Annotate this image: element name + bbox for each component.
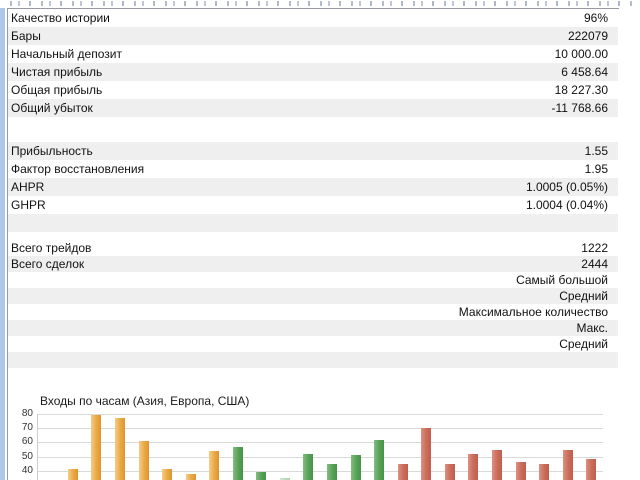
row-value: 6 458.64 xyxy=(561,65,608,79)
row-label: Общая прибыль xyxy=(11,83,103,97)
row-label: Всего трейдов xyxy=(11,241,92,255)
table-row[interactable]: Максимальное количество xyxy=(8,304,618,320)
row-label: Чистая прибыль xyxy=(11,65,103,79)
row-value: 1222 xyxy=(581,241,608,255)
chart-bar-hour-20 xyxy=(515,462,526,480)
table-row[interactable]: Общий убыток -11 768.66 xyxy=(8,99,618,117)
clipped-text-remnants xyxy=(10,1,638,6)
gridline-40 xyxy=(37,471,603,472)
y-tick-label: 50 xyxy=(21,451,33,462)
table-row[interactable]: Всего сделок 2444 xyxy=(8,256,618,272)
y-tick-label: 80 xyxy=(21,408,33,419)
row-label: Прибыльность xyxy=(11,144,93,158)
chart-bar-hour-7 xyxy=(209,450,220,480)
row-value: Макс. xyxy=(576,321,608,335)
chart-bar-hour-18 xyxy=(468,453,479,480)
row-value: Самый большой xyxy=(516,273,608,287)
table-row[interactable]: Общая прибыль 18 227.30 xyxy=(8,81,618,99)
gridline-80 xyxy=(37,414,603,415)
table-row[interactable]: GHPR 1.0004 (0.04%) xyxy=(8,196,618,214)
table-row[interactable]: Средний xyxy=(8,336,618,352)
chart-bar-hour-5 xyxy=(162,469,173,480)
gridline-50 xyxy=(37,457,603,458)
chart-bar-hour-14 xyxy=(374,439,385,480)
y-tick-label: 60 xyxy=(21,436,33,447)
row-value: Максимальное количество xyxy=(458,305,608,319)
row-label: Всего сделок xyxy=(11,257,85,271)
table-row[interactable]: Качество истории 96% xyxy=(8,9,618,27)
chart-bar-hour-8 xyxy=(232,446,243,480)
row-value: 2444 xyxy=(581,257,608,271)
section-summary: Качество истории 96% Бары 222079 Начальный д… xyxy=(8,9,618,117)
chart-bar-hour-22 xyxy=(562,449,573,480)
row-value: Средний xyxy=(559,289,608,303)
separator-row xyxy=(8,214,618,232)
chart-bar-hour-3 xyxy=(114,418,125,480)
row-label: AHPR xyxy=(11,180,45,194)
table-top-border xyxy=(7,8,619,9)
separator-row xyxy=(8,352,618,368)
chart-bar-hour-9 xyxy=(256,472,267,480)
chart-bar-hour-17 xyxy=(444,463,455,480)
row-value: 10 000.00 xyxy=(554,47,608,61)
table-row[interactable]: Макс. xyxy=(8,320,618,336)
table-row[interactable]: Всего трейдов 1222 xyxy=(8,240,618,256)
table-row[interactable]: Чистая прибыль 6 458.64 xyxy=(8,63,618,81)
chart-bar-hour-21 xyxy=(539,463,550,480)
chart-bar-hour-2 xyxy=(91,415,102,480)
row-value: 18 227.30 xyxy=(554,83,608,97)
row-value: -11 768.66 xyxy=(551,101,609,115)
row-label: Фактор восстановления xyxy=(11,162,145,176)
gridline-60 xyxy=(37,442,603,443)
table-left-border xyxy=(7,8,8,480)
table-row[interactable]: Начальный депозит 10 000.00 xyxy=(8,45,618,63)
chart-bar-hour-16 xyxy=(421,428,432,480)
chart-bar-hour-6 xyxy=(185,473,196,480)
section-ratios: Прибыльность 1.55 Фактор восстановления 1.9… xyxy=(8,142,618,214)
gridline-70 xyxy=(37,428,603,429)
table-row[interactable]: Самый большой xyxy=(8,272,618,288)
y-tick-label: 40 xyxy=(21,465,33,476)
table-row[interactable]: Фактор восстановления 1.95 xyxy=(8,160,618,178)
table-row[interactable]: Бары 222079 xyxy=(8,27,618,45)
row-value: 222079 xyxy=(567,29,608,43)
chart-bar-hour-4 xyxy=(138,440,149,480)
chart-bar-hour-11 xyxy=(303,453,314,480)
row-value: 96% xyxy=(583,11,608,25)
row-label: Бары xyxy=(11,29,41,43)
chart-bar-hour-10 xyxy=(279,477,290,480)
table-row[interactable]: Средний xyxy=(8,288,618,304)
y-tick-label: 70 xyxy=(21,422,33,433)
row-value: 1.0004 (0.04%) xyxy=(525,198,608,212)
chart-bar-hour-1 xyxy=(67,469,78,480)
window-edge-strip xyxy=(0,8,5,480)
row-label: Качество истории xyxy=(11,11,110,25)
row-value: 1.95 xyxy=(584,162,608,176)
section-trades: Всего трейдов 1222 Всего сделок 2444 Самый б… xyxy=(8,240,618,352)
row-value: 1.0005 (0.05%) xyxy=(525,180,608,194)
row-value: 1.55 xyxy=(584,144,608,158)
chart-bar-hour-23 xyxy=(586,459,597,480)
chart-title: Входы по часам (Азия, Европа, США) xyxy=(40,394,250,408)
table-row[interactable]: Прибыльность 1.55 xyxy=(8,142,618,160)
row-label: GHPR xyxy=(11,198,46,212)
row-value: Средний xyxy=(559,337,608,351)
chart-bar-hour-19 xyxy=(492,449,503,480)
row-label: Начальный депозит xyxy=(11,47,122,61)
entries-by-hour-chart: Входы по часам (Азия, Европа, США) 80 70… xyxy=(0,368,640,480)
chart-bar-hour-13 xyxy=(350,455,361,480)
table-row[interactable]: AHPR 1.0005 (0.05%) xyxy=(8,178,618,196)
row-label: Общий убыток xyxy=(11,101,93,115)
chart-bar-hour-12 xyxy=(327,463,338,480)
chart-bar-hour-15 xyxy=(397,463,408,480)
y-axis-line xyxy=(37,414,38,480)
